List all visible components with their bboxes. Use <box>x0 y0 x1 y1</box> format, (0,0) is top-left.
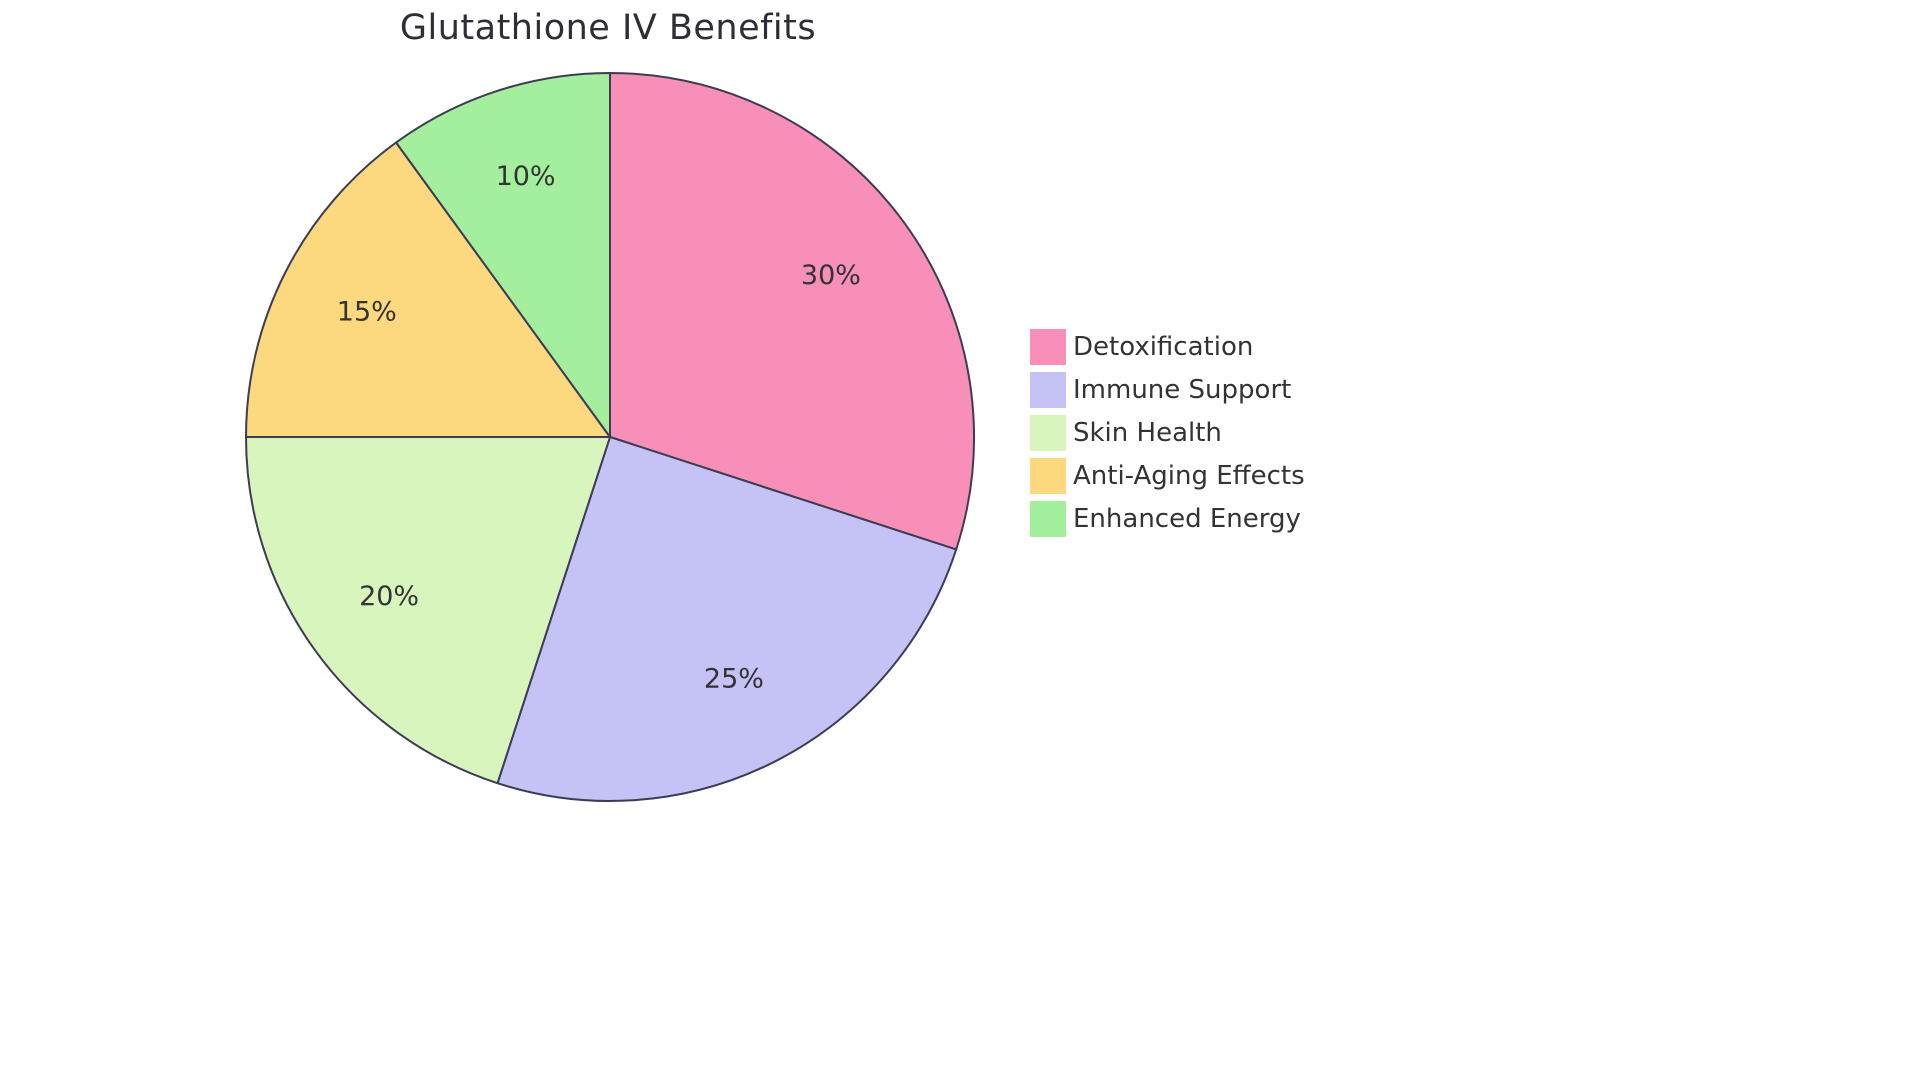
legend-swatch <box>1030 501 1066 537</box>
legend-item-anti-aging-effects[interactable]: Anti-Aging Effects <box>1030 458 1305 494</box>
slice-percent-label: 10% <box>496 161 556 192</box>
legend-swatch <box>1030 458 1066 494</box>
legend-item-immune-support[interactable]: Immune Support <box>1030 372 1305 408</box>
legend-swatch <box>1030 415 1066 451</box>
legend-label: Enhanced Energy <box>1073 504 1301 534</box>
pie-slice-detoxification[interactable] <box>609 72 975 551</box>
pie-slice-anti-aging-effects[interactable] <box>245 141 611 438</box>
chart-title: Glutathione IV Benefits <box>399 8 817 48</box>
legend-item-detoxification[interactable]: Detoxification <box>1030 329 1305 365</box>
slice-percent-label: 15% <box>337 297 397 328</box>
pie-slice-enhanced-energy[interactable] <box>395 72 611 438</box>
slice-percent-label: 30% <box>801 260 861 291</box>
legend-label: Immune Support <box>1073 375 1292 405</box>
pie-slice-immune-support[interactable] <box>496 436 958 802</box>
legend-swatch <box>1030 329 1066 365</box>
legend-item-skin-health[interactable]: Skin Health <box>1030 415 1305 451</box>
legend: Detoxification Immune Support Skin Health A… <box>1030 329 1305 537</box>
legend-label: Detoxification <box>1073 332 1254 362</box>
pie-slice-skin-health[interactable] <box>245 436 611 785</box>
legend-item-enhanced-energy[interactable]: Enhanced Energy <box>1030 501 1305 537</box>
legend-label: Skin Health <box>1073 418 1222 448</box>
legend-label: Anti-Aging Effects <box>1073 461 1305 491</box>
slice-percent-label: 25% <box>704 664 764 695</box>
legend-swatch <box>1030 372 1066 408</box>
slice-percent-label: 20% <box>359 581 419 612</box>
